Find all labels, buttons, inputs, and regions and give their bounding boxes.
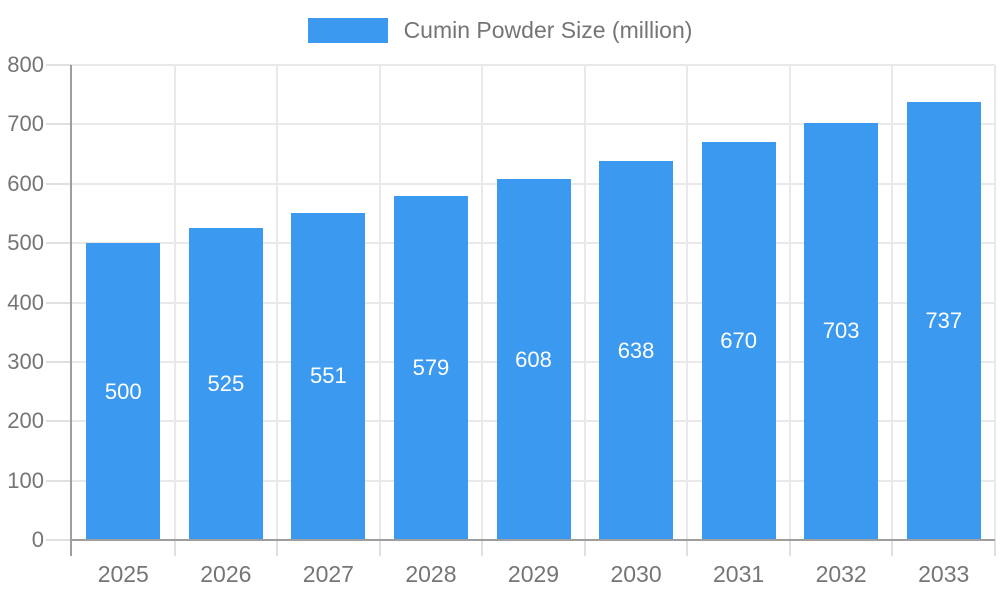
x-axis-tick bbox=[583, 540, 586, 556]
x-axis-label: 2029 bbox=[507, 561, 560, 587]
bar-value-label: 608 bbox=[515, 346, 552, 372]
y-axis-tick bbox=[46, 360, 72, 363]
bar[interactable] bbox=[804, 122, 879, 540]
y-axis-tick bbox=[46, 420, 72, 423]
legend-swatch-icon bbox=[307, 18, 388, 43]
x-axis-label: 2031 bbox=[713, 561, 765, 587]
y-axis-tick-label: 0 bbox=[31, 527, 44, 552]
y-axis-tick bbox=[46, 182, 72, 185]
x-gridline bbox=[378, 65, 381, 540]
y-axis-tick-label: 200 bbox=[7, 408, 44, 434]
x-axis-tick bbox=[891, 540, 894, 556]
y-axis-tick bbox=[46, 242, 72, 245]
bar[interactable] bbox=[393, 196, 468, 540]
bar-value-label: 551 bbox=[310, 363, 347, 389]
bar[interactable] bbox=[86, 243, 161, 540]
y-axis-tick bbox=[46, 123, 72, 126]
x-axis-tick bbox=[276, 540, 279, 556]
bar[interactable] bbox=[291, 212, 366, 540]
y-axis-tick-label: 400 bbox=[7, 289, 44, 315]
bar-value-label: 525 bbox=[207, 371, 245, 397]
x-axis-label: 2030 bbox=[610, 561, 662, 587]
bar[interactable] bbox=[701, 142, 776, 540]
x-axis-tick bbox=[378, 540, 381, 556]
bar-value-label: 500 bbox=[104, 378, 142, 404]
legend-label: Cumin Powder Size (million) bbox=[403, 17, 693, 43]
x-gridline bbox=[994, 65, 996, 540]
x-axis-label: 2028 bbox=[405, 561, 457, 587]
x-axis-label: 2033 bbox=[918, 561, 970, 587]
x-gridline bbox=[686, 65, 689, 540]
bar-value-label: 579 bbox=[412, 355, 450, 381]
x-axis-label: 2032 bbox=[815, 561, 867, 587]
bar[interactable] bbox=[496, 179, 571, 540]
x-gridline bbox=[891, 65, 894, 540]
bar[interactable] bbox=[906, 102, 981, 540]
y-gridline bbox=[72, 64, 995, 66]
x-axis-tick bbox=[481, 540, 484, 556]
bar[interactable] bbox=[188, 228, 263, 540]
y-axis-tick-label: 600 bbox=[7, 170, 44, 196]
bar-value-label: 703 bbox=[822, 318, 860, 344]
y-axis-tick-label: 500 bbox=[7, 230, 44, 256]
x-gridline bbox=[173, 65, 176, 540]
bar[interactable] bbox=[599, 161, 674, 540]
x-axis-tick bbox=[788, 540, 791, 556]
y-axis-tick-label: 800 bbox=[7, 52, 44, 77]
legend[interactable]: Cumin Powder Size (million) bbox=[0, 17, 1000, 44]
x-axis-label: 2026 bbox=[200, 561, 252, 587]
x-gridline bbox=[788, 65, 791, 540]
y-axis-tick-label: 300 bbox=[7, 348, 44, 374]
x-axis-label: 2027 bbox=[302, 561, 354, 587]
y-axis-tick-label: 100 bbox=[7, 467, 44, 493]
x-axis-line bbox=[70, 539, 995, 541]
y-axis-tick bbox=[46, 539, 72, 541]
y-gridline bbox=[72, 123, 995, 126]
x-axis-tick bbox=[994, 540, 996, 556]
x-axis-label: 2025 bbox=[97, 561, 149, 587]
x-gridline bbox=[276, 65, 279, 540]
x-gridline bbox=[481, 65, 484, 540]
y-axis-tick bbox=[46, 301, 72, 304]
y-axis-tick-label: 700 bbox=[7, 111, 44, 137]
y-axis-tick bbox=[46, 479, 72, 482]
bar-value-label: 737 bbox=[925, 308, 963, 334]
x-axis-tick bbox=[173, 540, 176, 556]
y-axis-line bbox=[70, 65, 72, 556]
x-gridline bbox=[583, 65, 586, 540]
bar-value-label: 638 bbox=[617, 337, 655, 363]
x-axis-tick bbox=[686, 540, 689, 556]
y-axis-tick bbox=[46, 64, 72, 66]
bar-value-label: 670 bbox=[720, 328, 757, 354]
